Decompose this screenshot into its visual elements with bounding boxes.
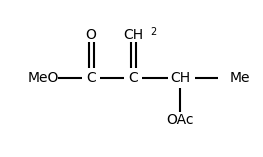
Text: 2: 2 [150, 27, 156, 37]
Text: C: C [86, 71, 96, 85]
Text: CH: CH [123, 28, 143, 42]
Text: O: O [85, 28, 97, 42]
Text: C: C [128, 71, 138, 85]
Text: MeO: MeO [28, 71, 59, 85]
Text: Me: Me [230, 71, 250, 85]
Text: OAc: OAc [166, 113, 194, 127]
Text: CH: CH [170, 71, 190, 85]
